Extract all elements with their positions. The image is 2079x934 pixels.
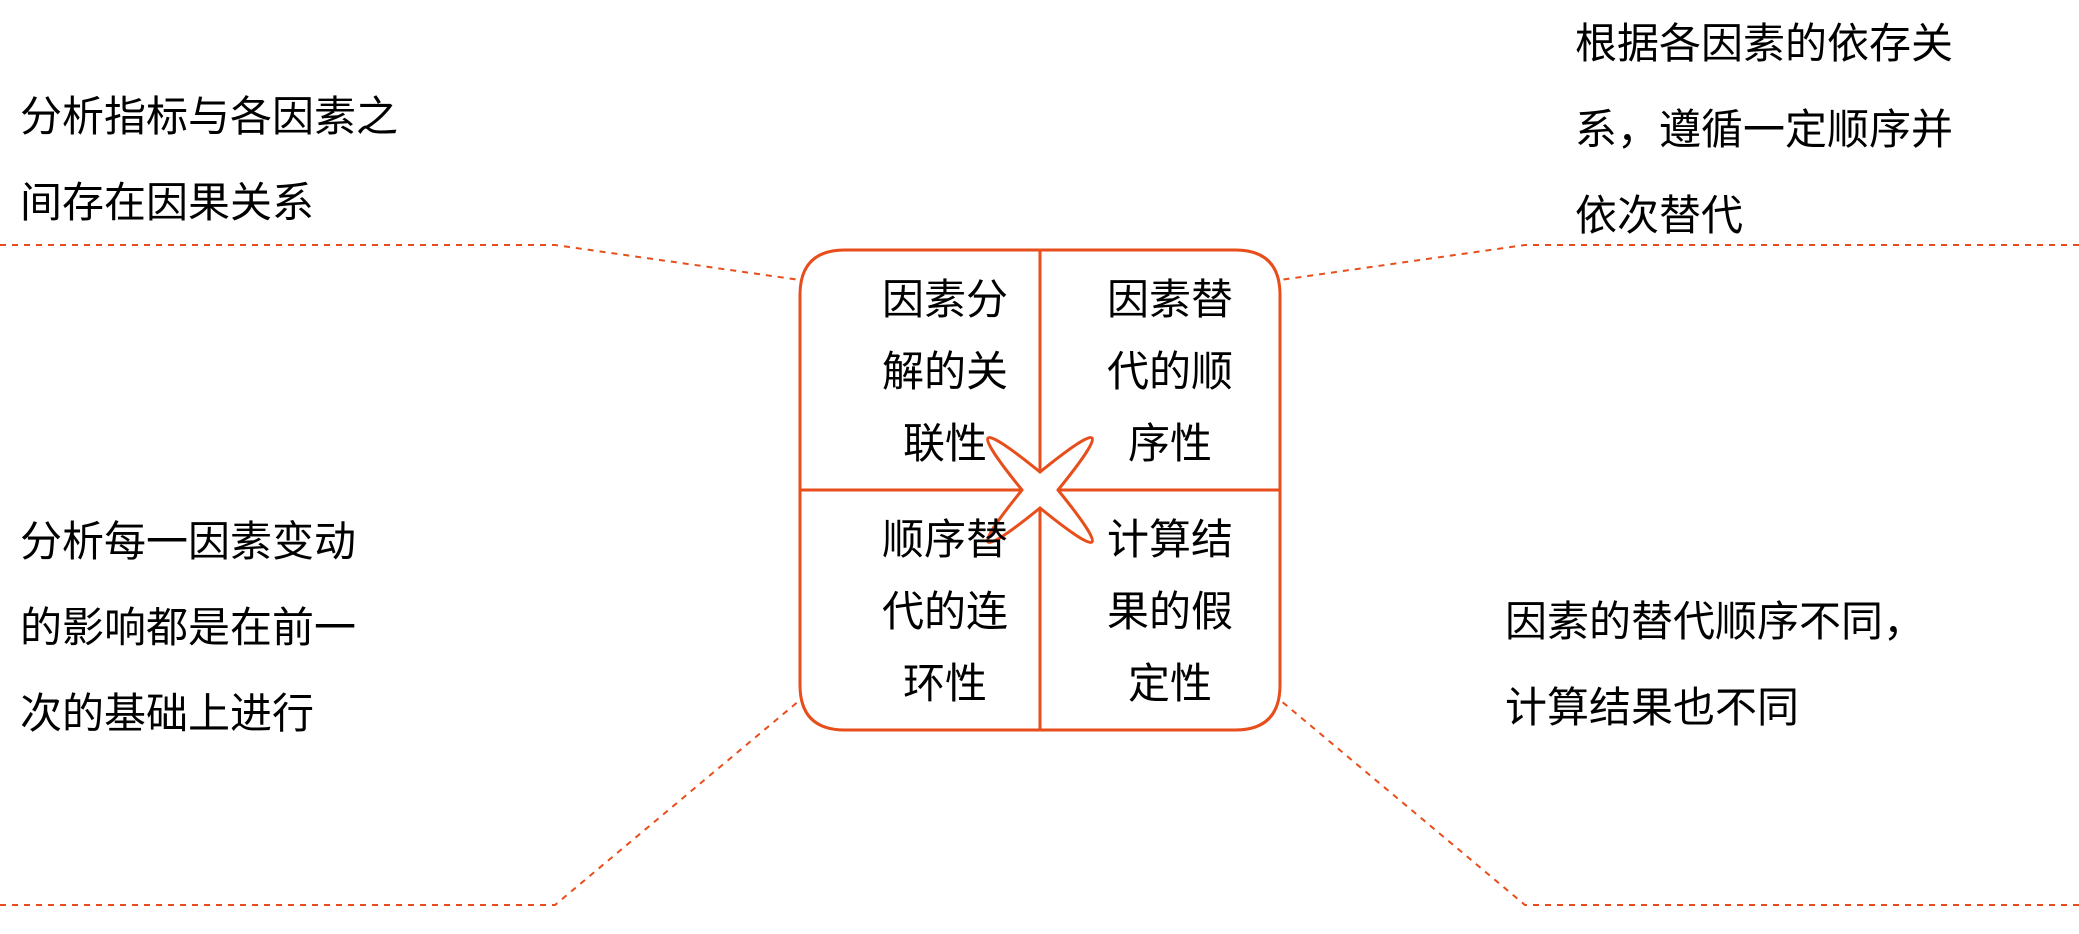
center-label-bl: 顺序替 代的连 环性: [855, 505, 1035, 721]
desc-bottom-right: 因素的替代顺序不同， 计算结果也不同: [1505, 580, 1925, 752]
center-label-tl: 因素分 解的关 联性: [855, 265, 1035, 481]
desc-top-left: 分析指标与各因素之 间存在因果关系: [20, 75, 398, 247]
center-label-br: 计算结 果的假 定性: [1080, 505, 1260, 721]
desc-bottom-left: 分析每一因素变动 的影响都是在前一 次的基础上进行: [20, 500, 356, 758]
center-label-tr: 因素替 代的顺 序性: [1080, 265, 1260, 481]
desc-top-right: 根据各因素的依存关 系，遵循一定顺序并 依次替代: [1575, 2, 1953, 260]
